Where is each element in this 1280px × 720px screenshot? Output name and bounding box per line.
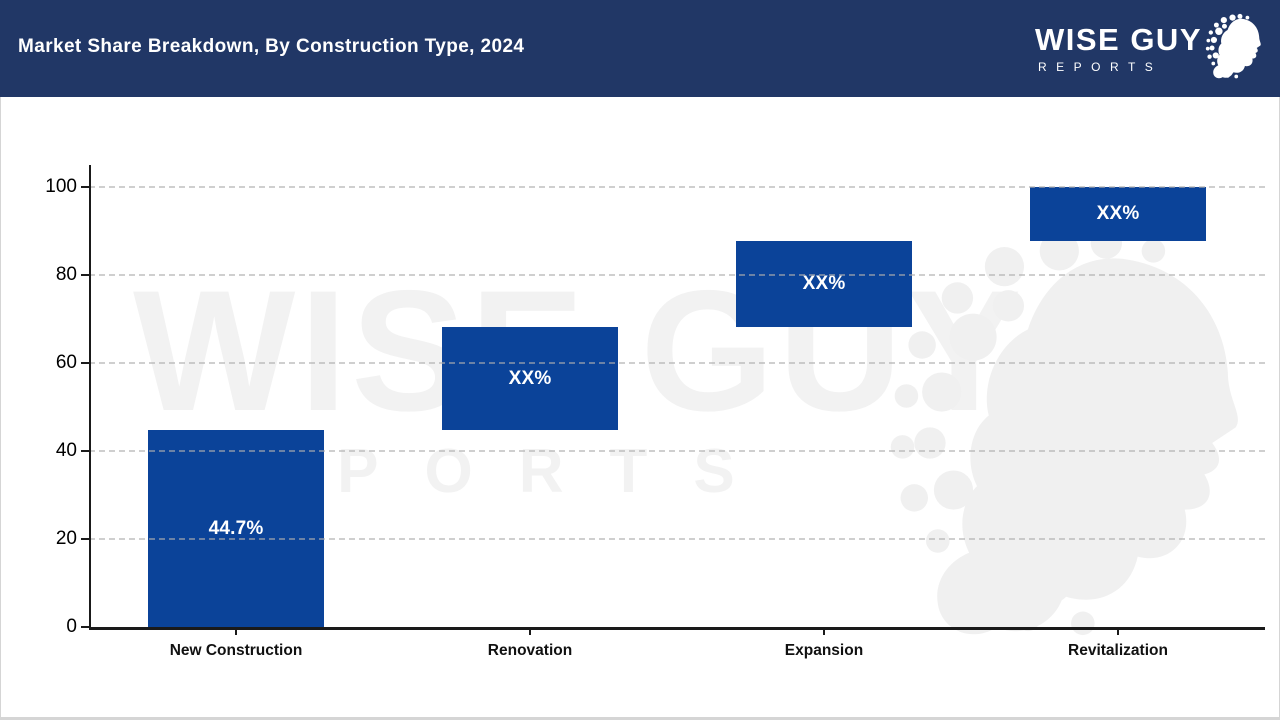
header-band: Market Share Breakdown, By Construction … xyxy=(0,0,1280,97)
gridline-60 xyxy=(89,361,1265,364)
x-axis-category-label: New Construction xyxy=(169,642,303,659)
x-axis-tick xyxy=(235,627,237,635)
bar-segment-expansion: XX% xyxy=(736,241,912,327)
bar-segment-revitalization: XX% xyxy=(1030,186,1206,242)
y-axis-tick xyxy=(81,361,89,364)
bar-value-label: XX% xyxy=(802,273,846,295)
y-axis-tick-label: 40 xyxy=(55,439,77,461)
bar-value-label: XX% xyxy=(1096,202,1140,224)
logo-text: WISE GUY REPORTS xyxy=(1035,24,1202,74)
chart-area: WISE GUY REPORTS 0 20 40 60 80 100 44.7% XX% XX%… xyxy=(0,97,1280,720)
y-axis-tick-label: 20 xyxy=(55,527,77,549)
x-axis-category-label: Expansion xyxy=(784,642,864,659)
chart-title: Market Share Breakdown, By Construction … xyxy=(18,36,525,57)
dotted-head-profile-icon xyxy=(1205,13,1261,79)
y-axis-tick xyxy=(81,449,89,452)
logo-subtitle: REPORTS xyxy=(1037,60,1163,74)
x-axis-tick xyxy=(823,627,825,635)
wise-guy-reports-logo: WISE GUY REPORTS xyxy=(1035,10,1266,86)
x-axis-line xyxy=(89,627,1265,630)
x-axis-category-label: Revitalization xyxy=(1068,642,1168,659)
x-axis-tick xyxy=(1117,627,1119,635)
gridline-40 xyxy=(89,449,1265,452)
y-axis-tick-label: 0 xyxy=(66,616,77,637)
y-axis-tick xyxy=(81,273,89,276)
y-axis-tick-label: 100 xyxy=(45,175,77,197)
watermark-dotted-head-icon xyxy=(890,227,1238,636)
y-axis-tick xyxy=(81,537,89,540)
logo-wordmark: WISE GUY xyxy=(1034,22,1202,57)
gridline-20 xyxy=(89,537,1265,540)
bar-segment-new-construction: 44.7% xyxy=(148,430,324,627)
bar-value-label: XX% xyxy=(508,367,552,389)
gridline-100 xyxy=(89,185,1265,188)
y-axis-tick xyxy=(81,626,89,628)
x-axis-category-label: Renovation xyxy=(487,642,573,659)
bar-value-label: 44.7% xyxy=(208,517,264,539)
y-axis-tick xyxy=(81,185,89,188)
y-axis-tick-label: 60 xyxy=(55,351,77,373)
x-axis-tick xyxy=(529,627,531,635)
bar-segment-renovation: XX% xyxy=(442,327,618,431)
y-axis-tick-label: 80 xyxy=(55,263,77,285)
gridline-80 xyxy=(89,273,1265,276)
y-axis-line xyxy=(89,165,91,629)
